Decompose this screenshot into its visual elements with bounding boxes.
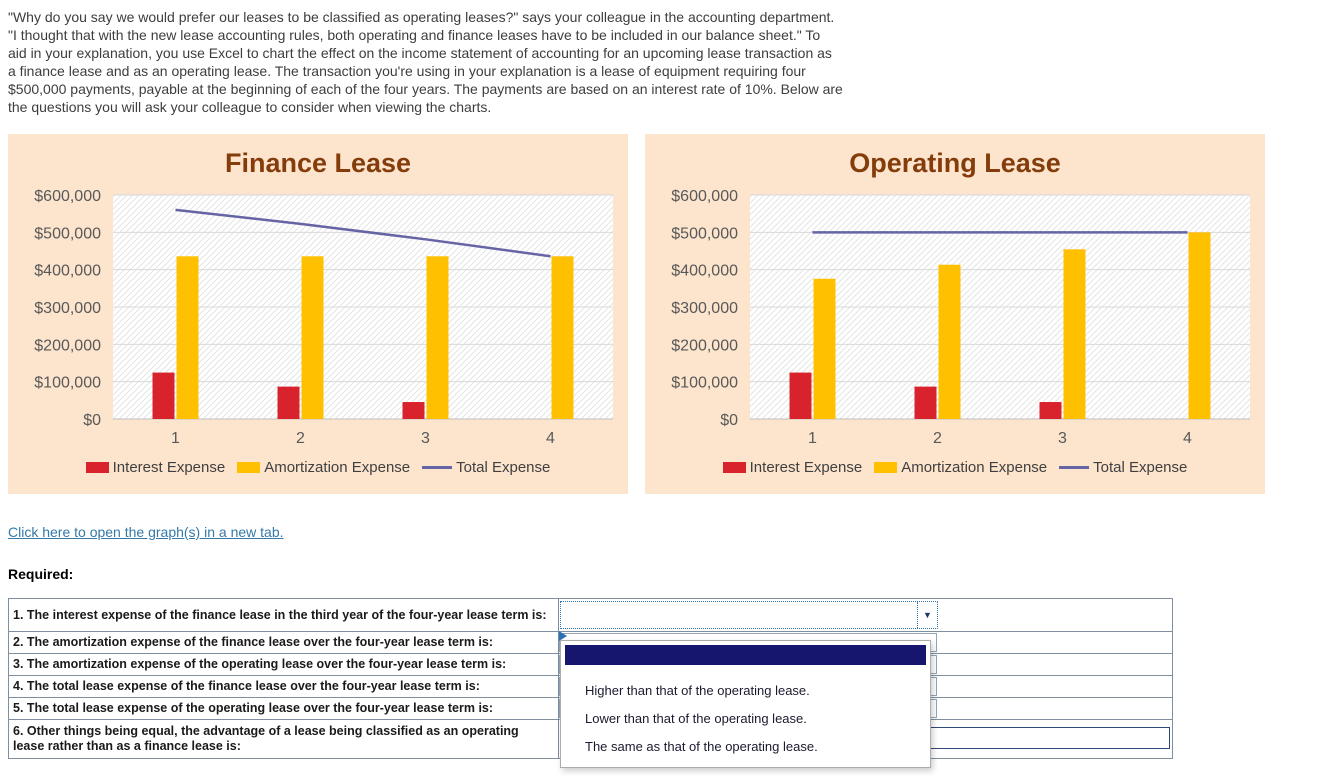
operating-lease-chart: $0 $100,000 $200,000 $300,000 $400,000 $500,0… (671, 188, 1250, 447)
svg-text:$100,000: $100,000 (34, 375, 101, 392)
svg-text:3: 3 (421, 430, 430, 447)
operating-lease-legend: Interest Expense Amortization Expense To… (645, 459, 1265, 476)
required-label: Required: (8, 566, 74, 582)
finance-lease-legend: Interest Expense Amortization Expense To… (8, 459, 628, 476)
dropdown-option[interactable]: The same as that of the operating lease. (585, 739, 818, 754)
page: "Why do you say we would prefer our leas… (8, 8, 1338, 768)
legend-item-interest-expense: Interest Expense (722, 459, 863, 476)
svg-text:2: 2 (296, 430, 305, 447)
svg-text:$400,000: $400,000 (34, 263, 101, 280)
table-row: 1. The interest expense of the finance l… (9, 599, 1172, 632)
svg-text:4: 4 (1183, 430, 1192, 447)
svg-text:2: 2 (933, 430, 942, 447)
dropdown-option[interactable]: Higher than that of the operating lease. (585, 683, 810, 698)
dropdown-option-blank-selected[interactable] (565, 645, 926, 665)
open-graphs-link[interactable]: Click here to open the graph(s) in a new… (8, 524, 284, 540)
intro-line: "I thought that with the new lease accou… (8, 27, 821, 43)
questions-table-wrap: 1. The interest expense of the finance l… (8, 598, 1338, 768)
intro-line: $500,000 payments, payable at the beginn… (8, 81, 843, 97)
amortization-expense-swatch-icon (874, 462, 898, 473)
interest-expense-swatch-icon (722, 462, 746, 473)
interest-expense-swatch-icon (85, 462, 109, 473)
operating-lease-chart-panel: Operating Lease $0 $100,000 $200,000 $300,0… (645, 134, 1265, 494)
legend-label: Amortization Expense (264, 459, 411, 476)
legend-label: Interest Expense (112, 459, 226, 476)
finance-lease-chart-title: Finance Lease (224, 148, 412, 178)
total-expense-line-swatch-icon (422, 466, 453, 469)
question-4-text: 4. The total lease expense of the financ… (9, 676, 559, 697)
answer-1-dropdown[interactable]: ▼ (560, 601, 938, 629)
svg-text:$500,000: $500,000 (671, 225, 738, 242)
operating-lease-chart-title: Operating Lease (849, 148, 1061, 178)
legend-item-amortization-expense: Amortization Expense (874, 459, 1047, 476)
svg-text:$600,000: $600,000 (671, 188, 738, 205)
legend-label: Amortization Expense (901, 459, 1048, 476)
amortization-expense-swatch-icon (237, 462, 261, 473)
dropdown-option[interactable]: Lower than that of the operating lease. (585, 711, 807, 726)
question-3-text: 3. The amortization expense of the opera… (9, 654, 559, 675)
svg-text:$300,000: $300,000 (34, 300, 101, 317)
svg-text:1: 1 (171, 430, 180, 447)
finance-lease-chart: $0 $100,000 $200,000 $300,000 $400,000 $500,0… (34, 188, 613, 447)
svg-text:4: 4 (546, 430, 555, 447)
question-6-text: 6. Other things being equal, the advanta… (9, 720, 559, 758)
svg-text:1: 1 (808, 430, 817, 447)
svg-text:3: 3 (1058, 430, 1067, 447)
intro-paragraph: "Why do you say we would prefer our leas… (8, 8, 1338, 116)
intro-line: "Why do you say we would prefer our leas… (8, 9, 835, 25)
svg-text:$400,000: $400,000 (671, 263, 738, 280)
total-expense-line-swatch-icon (1059, 466, 1090, 469)
svg-text:$300,000: $300,000 (671, 300, 738, 317)
chevron-down-icon[interactable]: ▼ (917, 602, 937, 628)
legend-item-total-expense: Total Expense (422, 459, 550, 476)
finance-lease-chart-panel: Finance Lease $0 $100,000 $200,000 $300,000… (8, 134, 628, 494)
question-5-text: 5. The total lease expense of the operat… (9, 698, 559, 719)
intro-line: a finance lease and as an operating leas… (8, 63, 806, 79)
answer-1-dropdown-list: Higher than that of the operating lease.… (560, 640, 931, 768)
svg-text:$500,000: $500,000 (34, 225, 101, 242)
answer-1-dropdown-value (561, 602, 917, 628)
dropdown-focus-marker-icon (559, 631, 567, 641)
svg-text:$200,000: $200,000 (671, 337, 738, 354)
intro-line: the questions you will ask your colleagu… (8, 99, 492, 115)
answer-cell-1: ▼ (559, 599, 1172, 631)
legend-item-amortization-expense: Amortization Expense (237, 459, 410, 476)
legend-label: Interest Expense (749, 459, 863, 476)
legend-label: Total Expense (456, 459, 551, 476)
svg-text:$600,000: $600,000 (34, 188, 101, 205)
question-2-text: 2. The amortization expense of the finan… (9, 632, 559, 653)
svg-text:$0: $0 (720, 412, 738, 429)
svg-text:$200,000: $200,000 (34, 337, 101, 354)
legend-item-total-expense: Total Expense (1059, 459, 1187, 476)
svg-text:$0: $0 (83, 412, 101, 429)
legend-item-interest-expense: Interest Expense (85, 459, 226, 476)
question-1-text: 1. The interest expense of the finance l… (9, 599, 559, 631)
legend-label: Total Expense (1093, 459, 1188, 476)
svg-text:$100,000: $100,000 (671, 375, 738, 392)
intro-line: aid in your explanation, you use Excel t… (8, 45, 832, 61)
charts-row: Finance Lease $0 $100,000 $200,000 $300,000… (8, 134, 1338, 494)
